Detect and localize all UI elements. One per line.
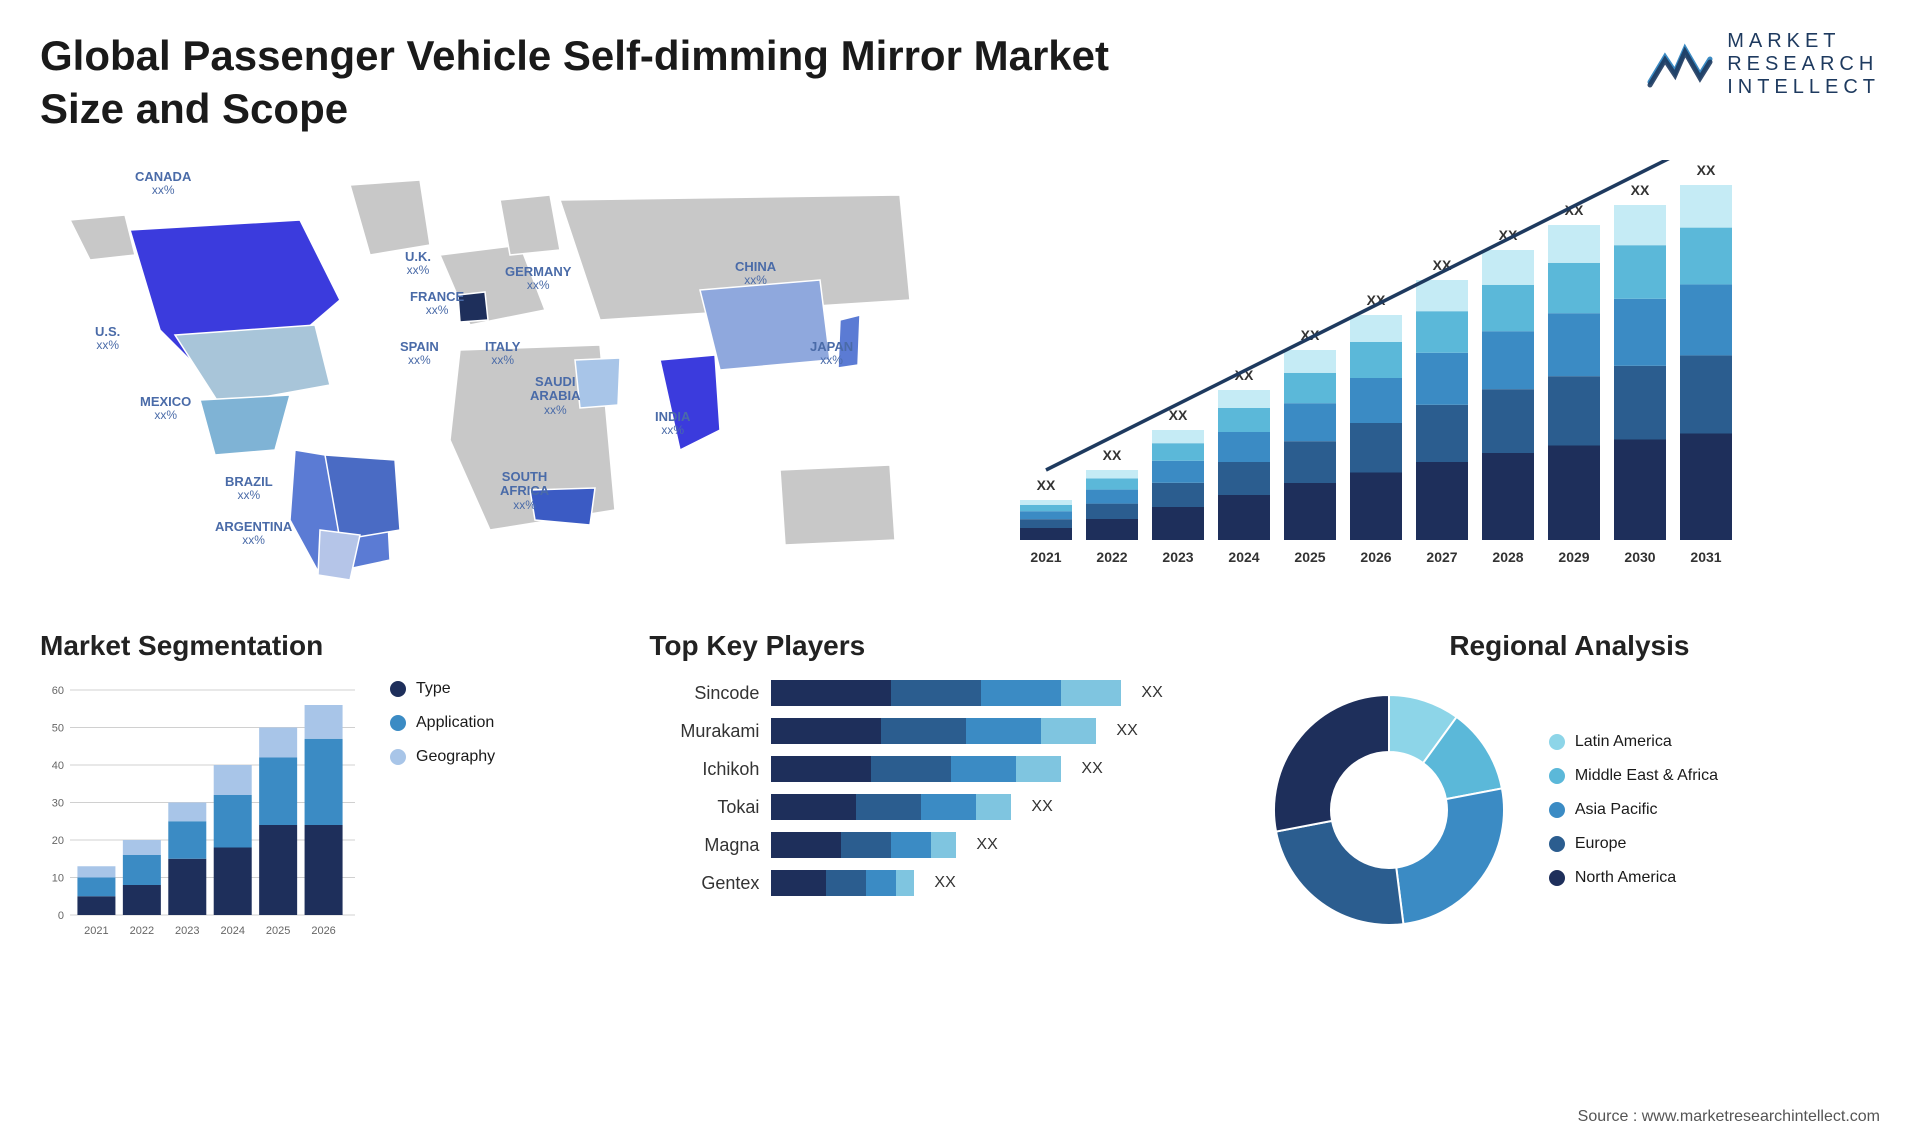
map-label: CANADAxx% (135, 170, 191, 197)
map-label: GERMANYxx% (505, 265, 571, 292)
svg-text:2028: 2028 (1492, 549, 1523, 565)
legend-item: North America (1549, 869, 1718, 887)
map-label: SPAINxx% (400, 340, 439, 367)
map-label: FRANCExx% (410, 290, 464, 317)
legend-item: Asia Pacific (1549, 801, 1718, 819)
legend-item: Type (390, 680, 495, 698)
svg-text:60: 60 (52, 685, 64, 697)
player-row: IchikohXX (649, 756, 1218, 782)
legend-item: Europe (1549, 835, 1718, 853)
map-label: SAUDIARABIAxx% (530, 375, 581, 417)
svg-text:2025: 2025 (266, 925, 290, 937)
svg-text:50: 50 (52, 723, 64, 735)
legend-item: Middle East & Africa (1549, 767, 1718, 785)
map-label: SOUTHAFRICAxx% (500, 470, 549, 512)
logo-mark (1645, 37, 1715, 92)
regional-title: Regional Analysis (1259, 630, 1880, 662)
svg-text:2022: 2022 (1096, 549, 1127, 565)
map-label: U.S.xx% (95, 325, 120, 352)
segmentation-chart: 0 10 20 30 40 50 60 2021 2022 2023 2024 2025 2026 (40, 680, 360, 940)
svg-text:2021: 2021 (84, 925, 108, 937)
segmentation-legend: Type Application Geography (390, 680, 495, 766)
page-title: Global Passenger Vehicle Self-dimming Mi… (40, 30, 1140, 135)
svg-text:2024: 2024 (220, 925, 244, 937)
svg-text:40: 40 (52, 760, 64, 772)
legend-item: Application (390, 714, 495, 732)
regional-donut (1259, 680, 1519, 940)
svg-text:0: 0 (58, 910, 64, 922)
svg-text:XX: XX (1037, 477, 1056, 493)
player-row: GentexXX (649, 870, 1218, 896)
logo-line2: RESEARCH (1727, 53, 1880, 76)
map-label: JAPANxx% (810, 340, 853, 367)
map-label: CHINAxx% (735, 260, 776, 287)
svg-text:2030: 2030 (1624, 549, 1655, 565)
map-label: ARGENTINAxx% (215, 520, 292, 547)
segmentation-title: Market Segmentation (40, 630, 609, 662)
svg-text:10: 10 (52, 873, 64, 885)
player-row: MagnaXX (649, 832, 1218, 858)
svg-text:2023: 2023 (175, 925, 199, 937)
svg-text:2025: 2025 (1294, 549, 1325, 565)
svg-text:2029: 2029 (1558, 549, 1589, 565)
map-label: MEXICOxx% (140, 395, 191, 422)
players-chart: SincodeXX MurakamiXX IchikohXX TokaiXX Magna… (649, 680, 1218, 896)
svg-text:2024: 2024 (1228, 549, 1259, 565)
svg-text:20: 20 (52, 835, 64, 847)
svg-text:2026: 2026 (311, 925, 335, 937)
svg-text:2021: 2021 (1030, 549, 1061, 565)
map-label: ITALYxx% (485, 340, 520, 367)
svg-text:2027: 2027 (1426, 549, 1457, 565)
legend-item: Geography (390, 748, 495, 766)
logo-line3: INTELLECT (1727, 76, 1880, 99)
map-label: INDIAxx% (655, 410, 690, 437)
player-row: TokaiXX (649, 794, 1218, 820)
player-row: MurakamiXX (649, 718, 1218, 744)
svg-text:XX: XX (1697, 162, 1716, 178)
world-map: CANADAxx% U.S.xx% MEXICOxx% BRAZILxx% ARGENT… (40, 160, 940, 590)
map-label: BRAZILxx% (225, 475, 273, 502)
svg-text:2023: 2023 (1162, 549, 1193, 565)
player-row: SincodeXX (649, 680, 1218, 706)
regional-legend: Latin America Middle East & Africa Asia Pa… (1549, 733, 1718, 887)
svg-text:2026: 2026 (1360, 549, 1391, 565)
growth-bar-chart: 2021XX2022XX2023XX2024XX2025XX2026XX2027… (1000, 160, 1880, 590)
source-text: Source : www.marketresearchintellect.com (1578, 1108, 1880, 1126)
svg-text:2031: 2031 (1690, 549, 1721, 565)
svg-text:XX: XX (1103, 447, 1122, 463)
legend-item: Latin America (1549, 733, 1718, 751)
brand-logo: MARKET RESEARCH INTELLECT (1645, 30, 1880, 99)
map-label: U.K.xx% (405, 250, 431, 277)
svg-text:2022: 2022 (130, 925, 154, 937)
svg-text:XX: XX (1631, 182, 1650, 198)
players-title: Top Key Players (649, 630, 1218, 662)
logo-line1: MARKET (1727, 30, 1880, 53)
svg-text:30: 30 (52, 798, 64, 810)
svg-text:XX: XX (1169, 407, 1188, 423)
